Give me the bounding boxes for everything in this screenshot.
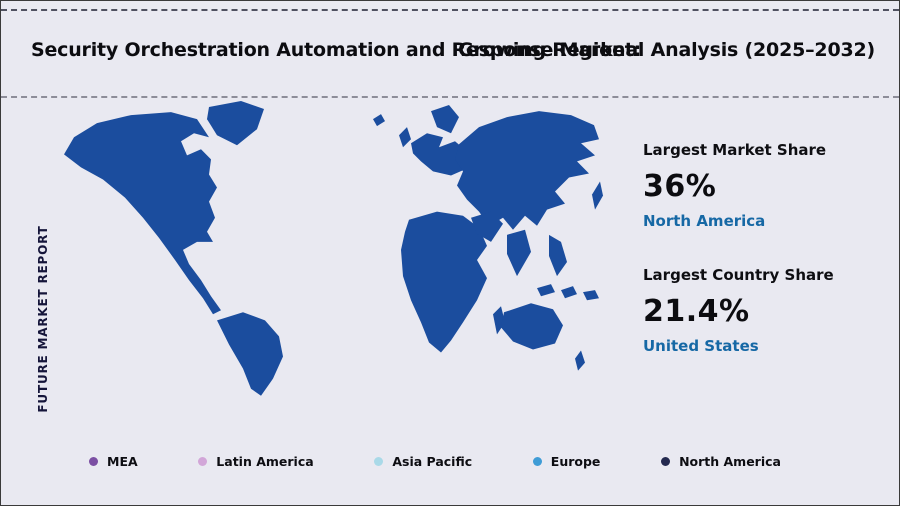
continent-europe bbox=[411, 133, 467, 176]
island-japan bbox=[592, 181, 603, 210]
title-bar: Security Orchestration Automation and Re… bbox=[1, 39, 899, 67]
legend: MEA Latin America Asia Pacific Europe No… bbox=[89, 454, 781, 469]
legend-item-europe: Europe bbox=[532, 454, 601, 469]
legend-dot-north-america bbox=[661, 457, 671, 466]
island-greenland bbox=[207, 101, 264, 146]
continent-south-america bbox=[217, 312, 283, 396]
legend-dot-asia-pacific bbox=[374, 457, 384, 466]
legend-label-latin-america: Latin America bbox=[216, 454, 314, 469]
page-title-part-2: Growing Regional Analysis (2025–2032) bbox=[458, 39, 875, 61]
continent-australia bbox=[501, 303, 563, 350]
legend-label-north-america: North America bbox=[679, 454, 781, 469]
continent-africa bbox=[401, 211, 487, 353]
island-new-zealand bbox=[575, 350, 585, 371]
header-dashed-divider bbox=[1, 96, 899, 98]
region-arabia bbox=[471, 211, 503, 242]
legend-item-north-america: North America bbox=[661, 454, 781, 469]
region-scandinavia bbox=[431, 105, 459, 134]
region-india bbox=[507, 229, 531, 277]
island-uk bbox=[399, 127, 411, 148]
stats-panel: Largest Market Share 36% North America L… bbox=[643, 141, 888, 391]
legend-dot-latin-america bbox=[198, 457, 208, 466]
market-share-label: Largest Market Share bbox=[643, 141, 827, 159]
country-share-region: United States bbox=[643, 337, 759, 355]
page-title-part-1: Security Orchestration Automation and Re… bbox=[31, 39, 642, 61]
world-map-landmass bbox=[64, 101, 603, 396]
market-share-value: 36% bbox=[643, 169, 717, 204]
world-map bbox=[59, 99, 604, 431]
country-share-value: 21.4% bbox=[643, 294, 750, 329]
market-share-region: North America bbox=[643, 212, 766, 230]
legend-dot-europe bbox=[532, 457, 542, 466]
legend-dot-mea bbox=[89, 457, 98, 466]
region-southeast-asia bbox=[549, 234, 567, 277]
island-madagascar bbox=[493, 306, 505, 335]
legend-item-asia-pacific: Asia Pacific bbox=[374, 454, 472, 469]
islands-indonesia-2 bbox=[561, 286, 577, 299]
continent-north-america bbox=[64, 112, 221, 315]
island-iceland bbox=[373, 114, 385, 127]
islands-indonesia-1 bbox=[537, 284, 555, 297]
brand-vertical-text: FUTURE MARKET REPORT bbox=[36, 225, 50, 413]
legend-label-europe: Europe bbox=[550, 454, 601, 469]
legend-item-mea: MEA bbox=[89, 454, 138, 469]
continent-asia bbox=[455, 111, 599, 230]
legend-label-asia-pacific: Asia Pacific bbox=[392, 454, 473, 469]
islands-indonesia-3 bbox=[583, 290, 599, 301]
country-share-label: Largest Country Share bbox=[643, 266, 834, 284]
stat-largest-market-share: Largest Market Share 36% North America bbox=[643, 141, 888, 230]
top-dashed-divider bbox=[1, 9, 899, 11]
stat-largest-country-share: Largest Country Share 21.4% United State… bbox=[643, 266, 888, 355]
legend-label-mea: MEA bbox=[107, 454, 138, 469]
world-map-svg bbox=[64, 101, 603, 396]
legend-item-latin-america: Latin America bbox=[198, 454, 314, 469]
